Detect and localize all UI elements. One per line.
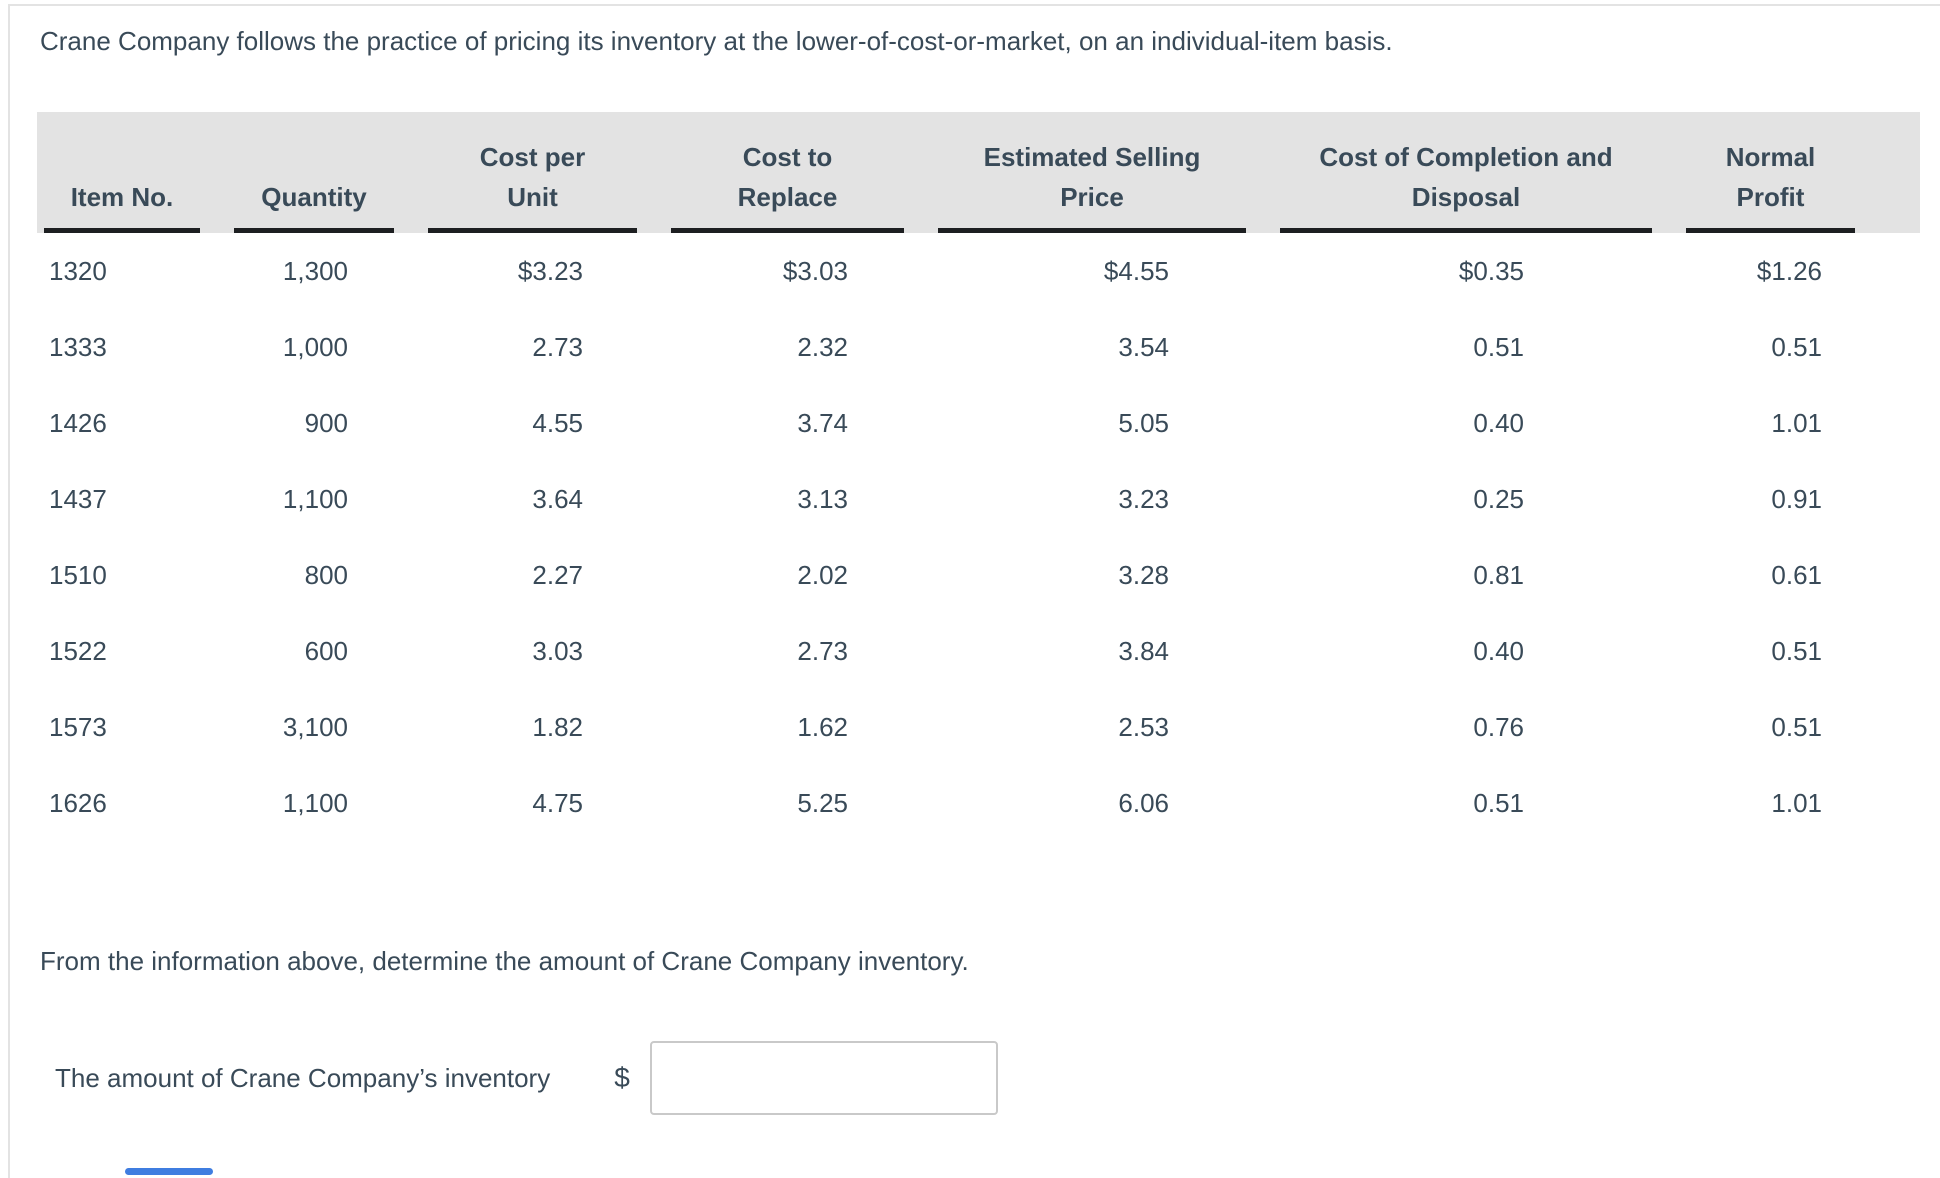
cell-quantity: 1,100 — [282, 788, 348, 818]
cell-cost-per-unit: 2.27 — [532, 560, 583, 590]
table-row: 1333 1,000 2.73 2.32 3.54 0.51 0.51 — [37, 309, 1920, 385]
cell-estimated-selling-price: 2.53 — [1118, 712, 1169, 742]
border-line-left — [8, 4, 10, 1178]
table-row: 1320 1,300 $3.23 $3.03 $4.55 $0.35 $1.26 — [37, 233, 1920, 309]
column-header-label: Cost per Unit — [479, 142, 586, 212]
cell-estimated-selling-price: $4.55 — [1103, 256, 1169, 286]
answer-row: The amount of Crane Company’s inventory … — [55, 1040, 998, 1116]
table-body: 1320 1,300 $3.23 $3.03 $4.55 $0.35 $1.26 1333 1,… — [37, 233, 1920, 841]
cell-normal-profit: 0.61 — [1771, 560, 1822, 590]
cell-cost-per-unit: 4.55 — [532, 408, 583, 438]
cell-cost-to-replace: 2.73 — [797, 636, 848, 666]
cell-normal-profit: 1.01 — [1771, 788, 1822, 818]
column-header-cost-completion-disposal: Cost of Completion and Disposal — [1280, 112, 1652, 233]
cell-cost-per-unit: 2.73 — [532, 332, 583, 362]
cell-cost-completion-disposal: 0.40 — [1473, 636, 1524, 666]
cell-normal-profit: 0.51 — [1771, 712, 1822, 742]
intro-text: Crane Company follows the practice of pr… — [40, 26, 1393, 56]
cell-quantity: 3,100 — [282, 712, 348, 742]
table-row: 1573 3,100 1.82 1.62 2.53 0.76 0.51 — [37, 689, 1920, 765]
column-header-label: Normal Profit — [1725, 142, 1816, 212]
cell-cost-to-replace: 3.13 — [797, 484, 848, 514]
cell-item-no: 1320 — [49, 256, 107, 286]
cell-quantity: 1,000 — [282, 332, 348, 362]
cell-cost-to-replace: $3.03 — [782, 256, 848, 286]
cell-normal-profit: 1.01 — [1771, 408, 1822, 438]
cell-quantity: 1,100 — [282, 484, 348, 514]
cell-estimated-selling-price: 5.05 — [1118, 408, 1169, 438]
cell-cost-completion-disposal: 0.51 — [1473, 788, 1524, 818]
cell-cost-per-unit: 3.64 — [532, 484, 583, 514]
table-row: 1437 1,100 3.64 3.13 3.23 0.25 0.91 — [37, 461, 1920, 537]
dollar-sign: $ — [614, 1062, 630, 1093]
cell-cost-completion-disposal: 0.25 — [1473, 484, 1524, 514]
cell-cost-completion-disposal: 0.76 — [1473, 712, 1524, 742]
cell-item-no: 1573 — [49, 712, 107, 742]
cell-item-no: 1626 — [49, 788, 107, 818]
column-header-estimated-selling-price: Estimated Selling Price — [938, 112, 1246, 233]
table-row: 1510 800 2.27 2.02 3.28 0.81 0.61 — [37, 537, 1920, 613]
cell-cost-per-unit: $3.23 — [517, 256, 583, 286]
column-header-quantity: Quantity — [234, 112, 394, 233]
table-header-row: Item No. Quantity Cost per Unit Cost to Rep… — [37, 112, 1920, 233]
cell-quantity: 900 — [304, 408, 348, 438]
column-header-cost-per-unit: Cost per Unit — [428, 112, 637, 233]
cell-cost-completion-disposal: 0.81 — [1473, 560, 1524, 590]
cell-item-no: 1437 — [49, 484, 107, 514]
cell-cost-to-replace: 2.32 — [797, 332, 848, 362]
cell-normal-profit: 0.51 — [1771, 332, 1822, 362]
cell-normal-profit: 0.91 — [1771, 484, 1822, 514]
cell-quantity: 800 — [304, 560, 348, 590]
column-header-label: Cost to Replace — [737, 142, 838, 212]
cell-cost-per-unit: 1.82 — [532, 712, 583, 742]
cell-estimated-selling-price: 3.23 — [1118, 484, 1169, 514]
cell-normal-profit: $1.26 — [1756, 256, 1822, 286]
cell-cost-to-replace: 5.25 — [797, 788, 848, 818]
column-header-label: Item No. — [70, 182, 174, 212]
cell-estimated-selling-price: 3.28 — [1118, 560, 1169, 590]
column-header-normal-profit: Normal Profit — [1686, 112, 1855, 233]
scrollbar-thumb[interactable] — [125, 1168, 213, 1175]
cell-cost-completion-disposal: 0.40 — [1473, 408, 1524, 438]
column-header-label: Quantity — [261, 182, 367, 212]
cell-item-no: 1522 — [49, 636, 107, 666]
cell-item-no: 1333 — [49, 332, 107, 362]
cell-estimated-selling-price: 6.06 — [1118, 788, 1169, 818]
column-header-cost-to-replace: Cost to Replace — [671, 112, 904, 233]
column-header-item-no: Item No. — [44, 112, 200, 233]
question-text: From the information above, determine th… — [40, 946, 969, 976]
table-row: 1426 900 4.55 3.74 5.05 0.40 1.01 — [37, 385, 1920, 461]
cell-cost-completion-disposal: 0.51 — [1473, 332, 1524, 362]
border-line-top — [8, 4, 1940, 6]
cell-cost-to-replace: 1.62 — [797, 712, 848, 742]
inventory-table: Item No. Quantity Cost per Unit Cost to Rep… — [37, 112, 1920, 841]
column-header-label: Estimated Selling Price — [983, 142, 1201, 212]
cell-cost-per-unit: 4.75 — [532, 788, 583, 818]
cell-quantity: 1,300 — [282, 256, 348, 286]
cell-cost-to-replace: 2.02 — [797, 560, 848, 590]
table-row: 1522 600 3.03 2.73 3.84 0.40 0.51 — [37, 613, 1920, 689]
cell-cost-per-unit: 3.03 — [532, 636, 583, 666]
cell-estimated-selling-price: 3.54 — [1118, 332, 1169, 362]
cell-quantity: 600 — [304, 636, 348, 666]
cell-normal-profit: 0.51 — [1771, 636, 1822, 666]
cell-item-no: 1426 — [49, 408, 107, 438]
answer-label: The amount of Crane Company’s inventory — [55, 1062, 551, 1093]
table-row: 1626 1,100 4.75 5.25 6.06 0.51 1.01 — [37, 765, 1920, 841]
column-header-label: Cost of Completion and Disposal — [1319, 142, 1613, 212]
cell-item-no: 1510 — [49, 560, 107, 590]
inventory-amount-input[interactable] — [649, 1041, 998, 1115]
cell-estimated-selling-price: 3.84 — [1118, 636, 1169, 666]
cell-cost-completion-disposal: $0.35 — [1458, 256, 1524, 286]
cell-cost-to-replace: 3.74 — [797, 408, 848, 438]
